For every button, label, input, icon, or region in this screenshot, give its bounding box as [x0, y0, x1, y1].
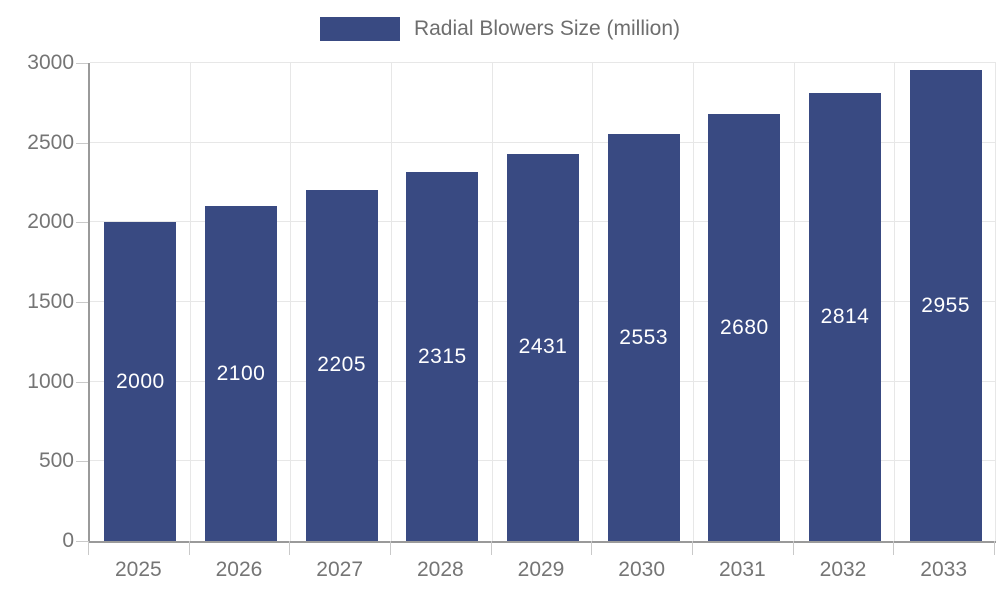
x-axis-tick — [792, 541, 794, 555]
x-axis-tick-label: 2026 — [215, 558, 263, 581]
x-axis-tick-label: 2030 — [618, 558, 666, 581]
y-axis-tick-label: 1500 — [27, 290, 74, 313]
vertical-gridline — [592, 63, 594, 541]
y-axis-tick — [76, 381, 88, 383]
x-axis-tick — [289, 541, 291, 555]
y-axis-tick — [76, 63, 88, 64]
x-axis-tick — [188, 541, 190, 555]
vertical-gridline — [189, 63, 191, 541]
y-axis-labels: 0 500 1000 1500 2000 2500 3000 — [0, 51, 74, 552]
bar: 2315 — [406, 172, 479, 541]
y-axis-tick-label: 0 — [62, 529, 74, 552]
bar: 2814 — [809, 92, 881, 541]
x-axis-labels: 2025 2026 2027 2028 2029 2030 2031 2032 2033 — [88, 558, 994, 586]
bar-value-label: 2431 — [518, 335, 568, 359]
x-axis-tick — [591, 541, 593, 555]
bar-value-label: 2100 — [216, 361, 266, 385]
vertical-gridline — [894, 63, 896, 541]
x-axis-line — [88, 541, 996, 543]
y-axis-tick — [76, 222, 88, 224]
y-axis-tick-label: 2000 — [27, 210, 74, 234]
bar: 2431 — [507, 153, 579, 541]
vertical-gridline — [390, 63, 392, 541]
x-axis-tick — [88, 541, 89, 555]
legend-label[interactable]: Radial Blowers Size (million) — [413, 17, 681, 40]
bar-value-label: 2315 — [417, 344, 467, 368]
x-axis-tick-label: 2032 — [819, 558, 867, 581]
x-axis-tick-label: 2029 — [517, 558, 565, 581]
y-axis-tick — [76, 142, 88, 144]
x-axis-tick-label: 2028 — [416, 558, 464, 581]
x-axis-tick — [691, 541, 693, 555]
x-axis-tick-label: 2033 — [920, 558, 968, 581]
bar-value-label: 2955 — [921, 293, 971, 317]
x-axis-tick — [994, 541, 995, 555]
y-axis-tick — [76, 302, 88, 303]
x-axis-tick-label: 2025 — [114, 558, 162, 581]
legend[interactable]: Radial Blowers Size (million) — [0, 17, 1000, 41]
bar-value-label: 2205 — [317, 353, 367, 377]
vertical-gridline — [692, 63, 694, 541]
vertical-gridline — [995, 63, 996, 541]
plot-area: 2000 2100 2205 2315 2431 2553 2680 2814 2955 — [88, 62, 996, 543]
x-axis-tick — [893, 541, 895, 555]
y-axis-ticks — [76, 63, 88, 542]
bar-value-label: 2814 — [820, 304, 870, 328]
bar: 2955 — [909, 70, 982, 541]
vertical-gridline — [491, 63, 493, 541]
y-axis-tick-label: 1000 — [27, 369, 74, 393]
y-axis-tick-label: 500 — [38, 449, 74, 473]
y-axis-tick-label: 2500 — [27, 130, 74, 154]
y-axis-tick — [76, 541, 88, 542]
bar-value-label: 2000 — [115, 369, 165, 393]
horizontal-gridline — [90, 141, 996, 143]
legend-swatch[interactable] — [319, 17, 400, 41]
x-axis-tick-label: 2031 — [718, 558, 766, 581]
bar: 2100 — [204, 206, 277, 541]
bar-value-label: 2680 — [719, 315, 769, 339]
bar-value-label: 2553 — [619, 325, 669, 349]
x-axis-tick-label: 2027 — [316, 558, 364, 581]
vertical-gridline — [290, 63, 292, 541]
x-axis-tick — [490, 541, 492, 555]
y-axis-tick-label: 3000 — [27, 51, 74, 74]
bar: 2553 — [607, 134, 680, 541]
y-axis-tick — [76, 461, 88, 463]
vertical-gridline — [793, 63, 795, 541]
bar: 2205 — [305, 189, 378, 541]
horizontal-gridline — [90, 62, 996, 63]
x-axis-ticks — [88, 541, 995, 555]
bar: 2680 — [708, 114, 781, 541]
x-axis-tick — [389, 541, 391, 555]
bar: 2000 — [104, 222, 177, 541]
